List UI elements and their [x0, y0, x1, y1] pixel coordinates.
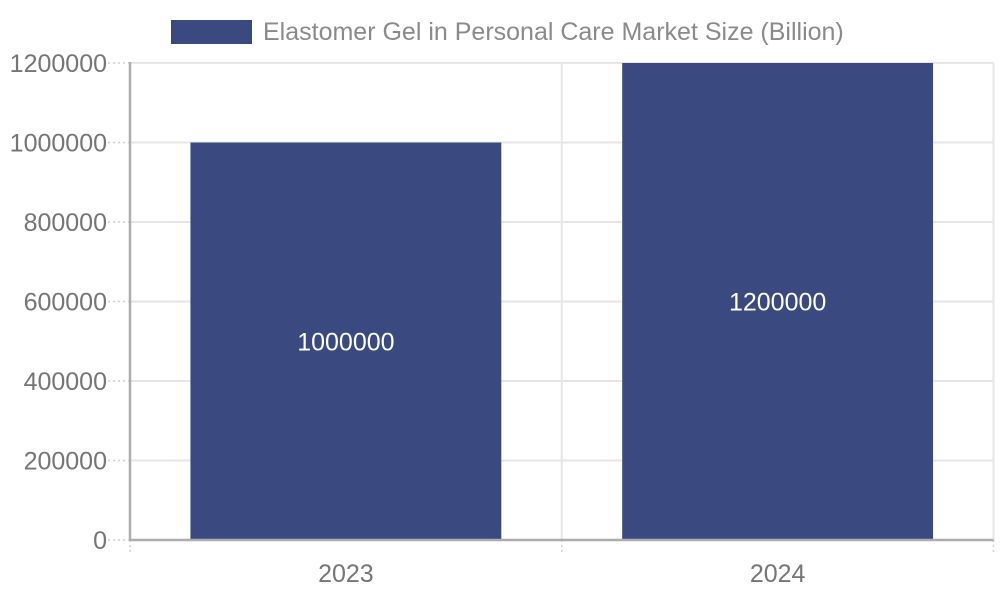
y-tick-label: 600000 — [24, 289, 107, 317]
bar — [190, 142, 502, 540]
y-tick-label: 800000 — [24, 209, 107, 237]
bar — [622, 63, 934, 540]
x-tick-label: 2024 — [750, 560, 806, 588]
legend-label: Elastomer Gel in Personal Care Market Si… — [263, 18, 844, 46]
bar-value-label: 1200000 — [729, 289, 826, 317]
x-tick-label: 2023 — [318, 560, 374, 588]
y-tick-label: 200000 — [24, 448, 107, 476]
bar-value-label: 1000000 — [297, 328, 394, 356]
y-tick-label: 1200000 — [10, 50, 107, 78]
legend: Elastomer Gel in Personal Care Market Si… — [171, 18, 844, 46]
y-tick-label: 0 — [93, 527, 107, 555]
legend-swatch — [171, 20, 252, 44]
y-tick-label: 1000000 — [10, 130, 107, 158]
y-tick-label: 400000 — [24, 368, 107, 396]
